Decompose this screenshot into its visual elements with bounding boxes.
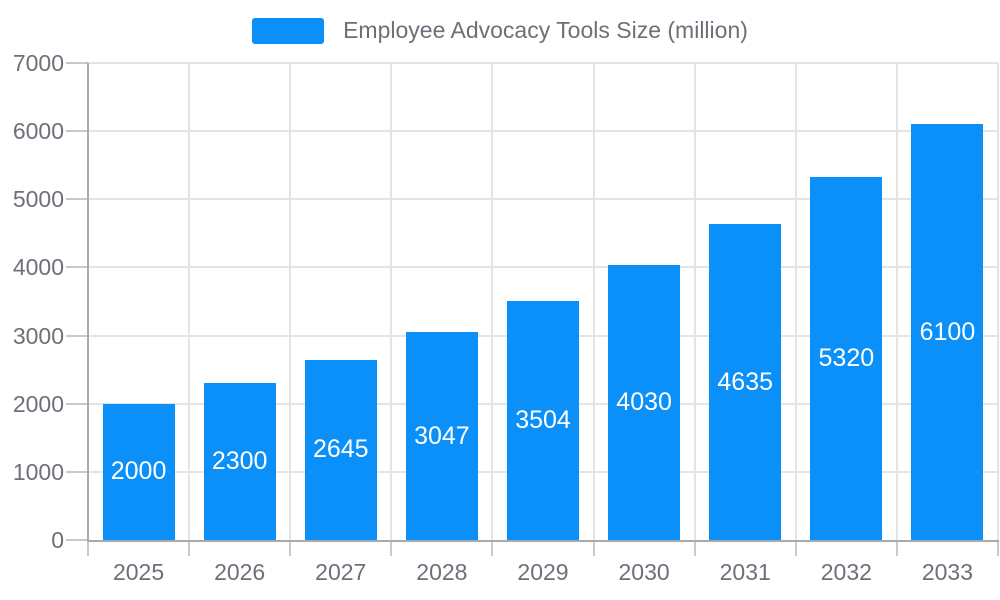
grid-line-horizontal <box>88 198 998 201</box>
grid-line-vertical <box>895 63 898 540</box>
x-axis-label-2030: 2030 <box>618 559 670 585</box>
x-axis-tick <box>87 542 89 556</box>
grid-line-vertical <box>794 63 797 540</box>
bar-value-label: 3047 <box>414 421 470 450</box>
y-axis-label-3000: 3000 <box>12 322 64 349</box>
x-axis-tick <box>794 542 797 556</box>
bar-2025[interactable]: 2000 <box>102 403 175 540</box>
x-axis-tick <box>895 542 898 556</box>
grid-line-vertical <box>491 63 494 540</box>
y-axis-label-0: 0 <box>51 527 64 553</box>
x-axis-label-2033: 2033 <box>921 559 974 585</box>
legend-swatch <box>252 17 325 44</box>
y-axis-tick <box>66 470 88 473</box>
grid-line-horizontal <box>88 62 998 64</box>
bar-2026[interactable]: 2300 <box>203 383 276 540</box>
x-axis-line <box>87 540 999 542</box>
grid-line-vertical <box>390 63 393 540</box>
y-axis-tick <box>66 266 88 269</box>
bar-value-label: 4635 <box>717 367 774 396</box>
bar-value-label: 5320 <box>818 344 875 373</box>
grid-line-vertical <box>997 63 999 540</box>
grid-line-vertical <box>188 63 191 540</box>
x-axis-tick <box>289 542 292 556</box>
x-axis-label-2031: 2031 <box>719 559 771 585</box>
bar-2033[interactable]: 6100 <box>911 124 984 540</box>
bar-2030[interactable]: 4030 <box>608 265 681 540</box>
bar-2032[interactable]: 5320 <box>810 177 883 540</box>
y-axis-tick <box>66 334 88 337</box>
bar-2027[interactable]: 2645 <box>304 359 377 540</box>
x-axis-label-2028: 2028 <box>416 559 468 585</box>
bar-2031[interactable]: 4635 <box>709 224 782 540</box>
bar-2029[interactable]: 3504 <box>507 301 579 540</box>
x-axis-tick <box>390 542 393 556</box>
y-axis-tick <box>66 62 88 64</box>
grid-line-vertical <box>592 63 595 540</box>
grid-line-horizontal <box>88 266 998 269</box>
y-axis-tick <box>66 130 88 133</box>
bar-value-label: 6100 <box>919 317 976 346</box>
y-axis-label-7000: 7000 <box>12 50 64 76</box>
y-axis-tick <box>66 539 88 541</box>
y-axis-label-1000: 1000 <box>12 458 64 485</box>
x-axis-tick <box>188 542 191 556</box>
y-axis-tick <box>66 402 88 405</box>
y-axis-label-4000: 4000 <box>12 254 64 281</box>
x-axis-label-2027: 2027 <box>315 559 367 585</box>
bar-2028[interactable]: 3047 <box>405 332 478 540</box>
x-axis-tick <box>491 542 494 556</box>
x-axis-label-2026: 2026 <box>214 559 266 585</box>
x-axis-label-2032: 2032 <box>820 559 872 585</box>
y-axis-label-6000: 6000 <box>12 118 64 145</box>
grid-line-horizontal <box>88 130 998 133</box>
y-axis-line <box>87 63 89 542</box>
bar-value-label: 2300 <box>211 447 268 476</box>
bar-value-label: 2000 <box>110 457 167 486</box>
x-axis-label-2025: 2025 <box>112 559 165 585</box>
x-axis-tick <box>997 542 999 556</box>
legend-item[interactable]: Employee Advocacy Tools Size (million) <box>0 17 1000 44</box>
y-axis-tick <box>66 198 88 201</box>
bar-value-label: 3504 <box>515 406 571 435</box>
bar-value-label: 2645 <box>312 435 369 464</box>
grid-line-vertical <box>693 63 696 540</box>
x-axis-label-2029: 2029 <box>517 559 569 585</box>
y-axis-label-2000: 2000 <box>12 390 64 417</box>
legend-label: Employee Advocacy Tools Size (million) <box>343 17 748 43</box>
x-axis-tick <box>693 542 696 556</box>
bar-value-label: 4030 <box>616 388 672 417</box>
x-axis-tick <box>592 542 595 556</box>
grid-line-vertical <box>289 63 292 540</box>
y-axis-label-5000: 5000 <box>12 186 64 213</box>
